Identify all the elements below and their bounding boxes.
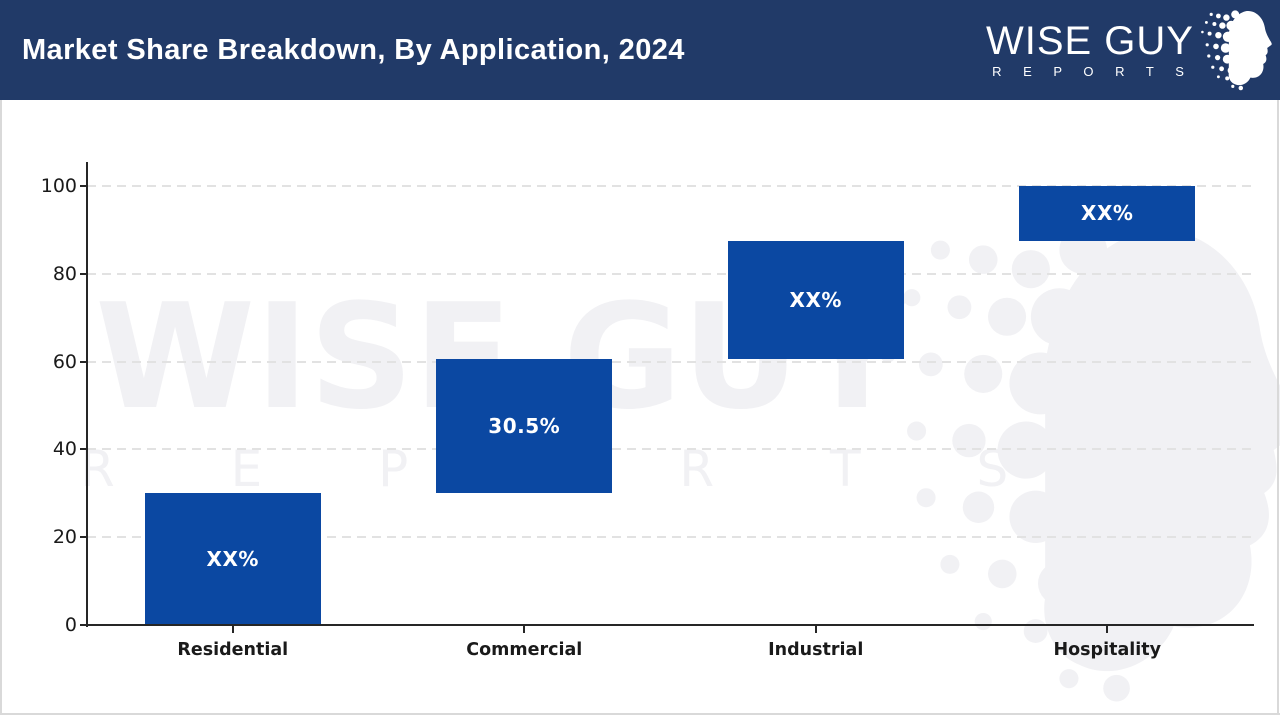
x-tick-mark-commercial: [523, 626, 526, 633]
logo-text: WISE GUY R E P O R T S: [986, 21, 1194, 79]
wise-guy-reports-logo: WISE GUY R E P O R T S: [986, 7, 1280, 93]
watermark-head-profile-icon: [880, 226, 1280, 702]
y-tick-mark-80: [80, 272, 87, 275]
y-tick-mark-60: [80, 360, 87, 363]
page-border-bottom: [0, 713, 1280, 715]
y-tick-label-20: 20: [52, 526, 77, 549]
y-tick-label-60: 60: [52, 350, 77, 373]
y-tick-label-100: 100: [40, 175, 77, 197]
bar-value-label: XX%: [1081, 201, 1134, 226]
gridline-100: [87, 185, 1253, 187]
x-tick-label-hospitality: Hospitality: [1053, 640, 1162, 660]
bar-residential: XX%: [144, 493, 321, 625]
header: Market Share Breakdown, By Application, …: [0, 0, 1280, 100]
page-border-left: [0, 100, 2, 714]
y-tick-mark-20: [80, 536, 87, 539]
x-tick-label-industrial: Industrial: [768, 640, 864, 660]
y-axis: [86, 162, 88, 627]
y-tick-label-80: 80: [52, 262, 77, 285]
chart-area: WISE GUY R E P O R T S 020406080100XX%Re…: [0, 100, 1280, 714]
page-title: Market Share Breakdown, By Application, …: [22, 33, 685, 66]
gridline-40: [87, 448, 1253, 451]
page-border-right: [1277, 100, 1279, 714]
bar-commercial: 30.5%: [436, 359, 613, 494]
x-tick-mark-residential: [231, 626, 234, 633]
gridline-60: [87, 360, 1253, 363]
gridline-20: [87, 536, 1253, 539]
gridline-80: [87, 272, 1253, 275]
logo-tagline: R E P O R T S: [992, 64, 1193, 79]
bar-value-label: XX%: [789, 288, 842, 313]
y-tick-label-0: 0: [64, 614, 77, 636]
x-tick-label-residential: Residential: [177, 640, 289, 660]
y-tick-mark-0: [80, 624, 87, 626]
y-tick-mark-100: [80, 185, 87, 187]
dotted-head-profile-icon: [1201, 10, 1272, 91]
logo-name: WISE GUY: [985, 19, 1194, 63]
x-tick-mark-hospitality: [1106, 626, 1109, 633]
bar-value-label: 30.5%: [488, 414, 561, 439]
y-tick-label-40: 40: [52, 438, 77, 461]
bar-value-label: XX%: [206, 547, 259, 572]
x-tick-label-commercial: Commercial: [466, 640, 583, 660]
bar-industrial: XX%: [727, 240, 904, 360]
y-tick-mark-40: [80, 448, 87, 451]
x-tick-mark-industrial: [814, 626, 817, 633]
bar-hospitality: XX%: [1019, 186, 1196, 241]
x-axis: [86, 624, 1254, 626]
